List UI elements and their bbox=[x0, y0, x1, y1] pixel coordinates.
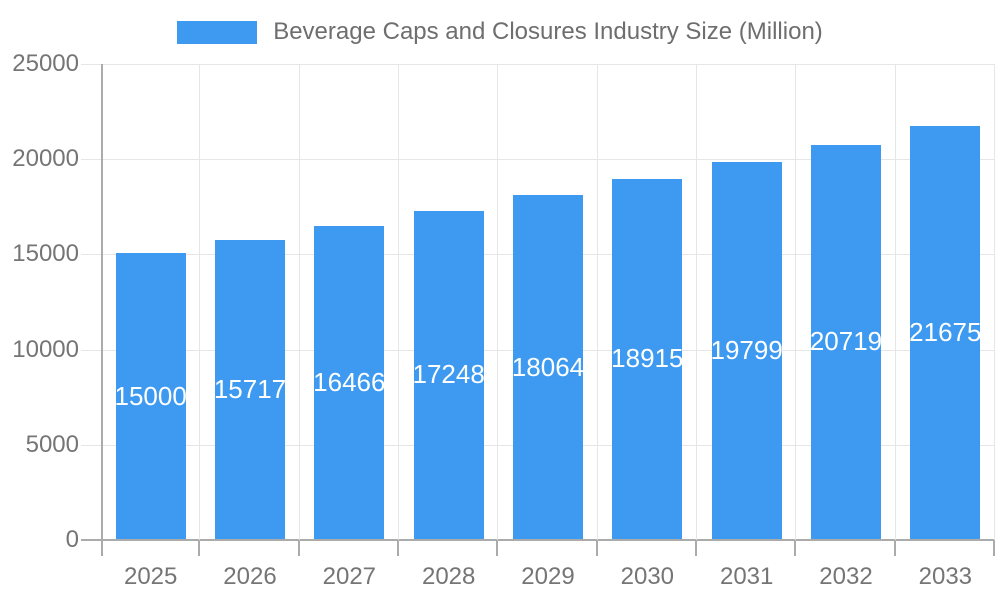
x-axis-tick bbox=[198, 540, 200, 556]
bar-value-label: 21675 bbox=[909, 317, 982, 348]
plot-area: 0 5000 10000 15000 20000 25000 15000 2025 15717 2… bbox=[12, 51, 995, 590]
y-axis-line bbox=[101, 64, 103, 556]
legend-swatch bbox=[177, 20, 258, 44]
x-axis-tick-label: 2029 bbox=[521, 563, 575, 590]
bar-2031: 19799 bbox=[710, 162, 783, 539]
bar-value-label: 18915 bbox=[611, 343, 684, 374]
bar-value-label: 19799 bbox=[710, 335, 783, 366]
x-axis-tick bbox=[794, 540, 796, 556]
x-axis-tick-label: 2032 bbox=[819, 563, 873, 590]
x-axis-tick-label: 2030 bbox=[620, 563, 675, 590]
y-axis-tick-label: 10000 bbox=[12, 335, 79, 363]
chart-legend: Beverage Caps and Closures Industry Size… bbox=[0, 19, 1000, 45]
bar-value-label: 20719 bbox=[809, 326, 883, 357]
v-gridline bbox=[994, 64, 995, 540]
y-axis-tick-label: 0 bbox=[65, 526, 79, 553]
x-axis-tick bbox=[695, 540, 697, 556]
bar-2029: 18064 bbox=[511, 195, 585, 539]
bar-2028: 17248 bbox=[412, 210, 485, 539]
v-gridline bbox=[398, 64, 399, 540]
x-axis-tick-label: 2026 bbox=[223, 563, 277, 590]
x-axis-tick-label: 2028 bbox=[421, 563, 476, 590]
h-gridline bbox=[81, 64, 995, 65]
bar-2027: 16466 bbox=[313, 225, 386, 539]
x-axis-line bbox=[81, 539, 995, 541]
v-gridline bbox=[895, 64, 896, 540]
v-gridline bbox=[696, 64, 697, 540]
x-axis-tick bbox=[894, 540, 896, 556]
legend-label: Beverage Caps and Closures Industry Size… bbox=[273, 18, 823, 45]
bar-2033: 21675 bbox=[909, 126, 982, 539]
bar-value-label: 18064 bbox=[511, 351, 585, 382]
y-axis-tick-label: 5000 bbox=[25, 430, 79, 458]
x-axis-tick bbox=[298, 540, 300, 556]
y-axis-tick-label: 25000 bbox=[12, 50, 79, 77]
v-gridline bbox=[199, 64, 200, 540]
x-axis-tick-label: 2027 bbox=[322, 563, 377, 590]
bar-2026: 15717 bbox=[213, 239, 287, 539]
bar-value-label: 15000 bbox=[114, 380, 187, 411]
v-gridline bbox=[795, 64, 796, 540]
v-gridline bbox=[299, 64, 300, 540]
x-axis-tick bbox=[397, 540, 399, 556]
v-gridline bbox=[597, 64, 598, 540]
v-gridline bbox=[497, 64, 498, 540]
x-axis-tick bbox=[993, 540, 995, 556]
bar-value-label: 17248 bbox=[412, 359, 485, 390]
x-axis-tick-label: 2033 bbox=[918, 563, 973, 590]
y-axis-tick-label: 15000 bbox=[12, 240, 79, 268]
bar-value-label: 16466 bbox=[313, 366, 386, 397]
bar-value-label: 15717 bbox=[213, 373, 287, 404]
x-axis-tick-label: 2025 bbox=[123, 563, 178, 590]
bar-2032: 20719 bbox=[809, 144, 883, 539]
x-axis-tick bbox=[496, 540, 498, 556]
bar-2025: 15000 bbox=[114, 253, 187, 539]
y-axis-tick-label: 20000 bbox=[12, 145, 79, 173]
x-axis-tick bbox=[596, 540, 598, 556]
x-axis-tick-label: 2031 bbox=[719, 563, 774, 590]
bar-2030: 18915 bbox=[611, 178, 684, 539]
h-gridline bbox=[81, 159, 995, 161]
